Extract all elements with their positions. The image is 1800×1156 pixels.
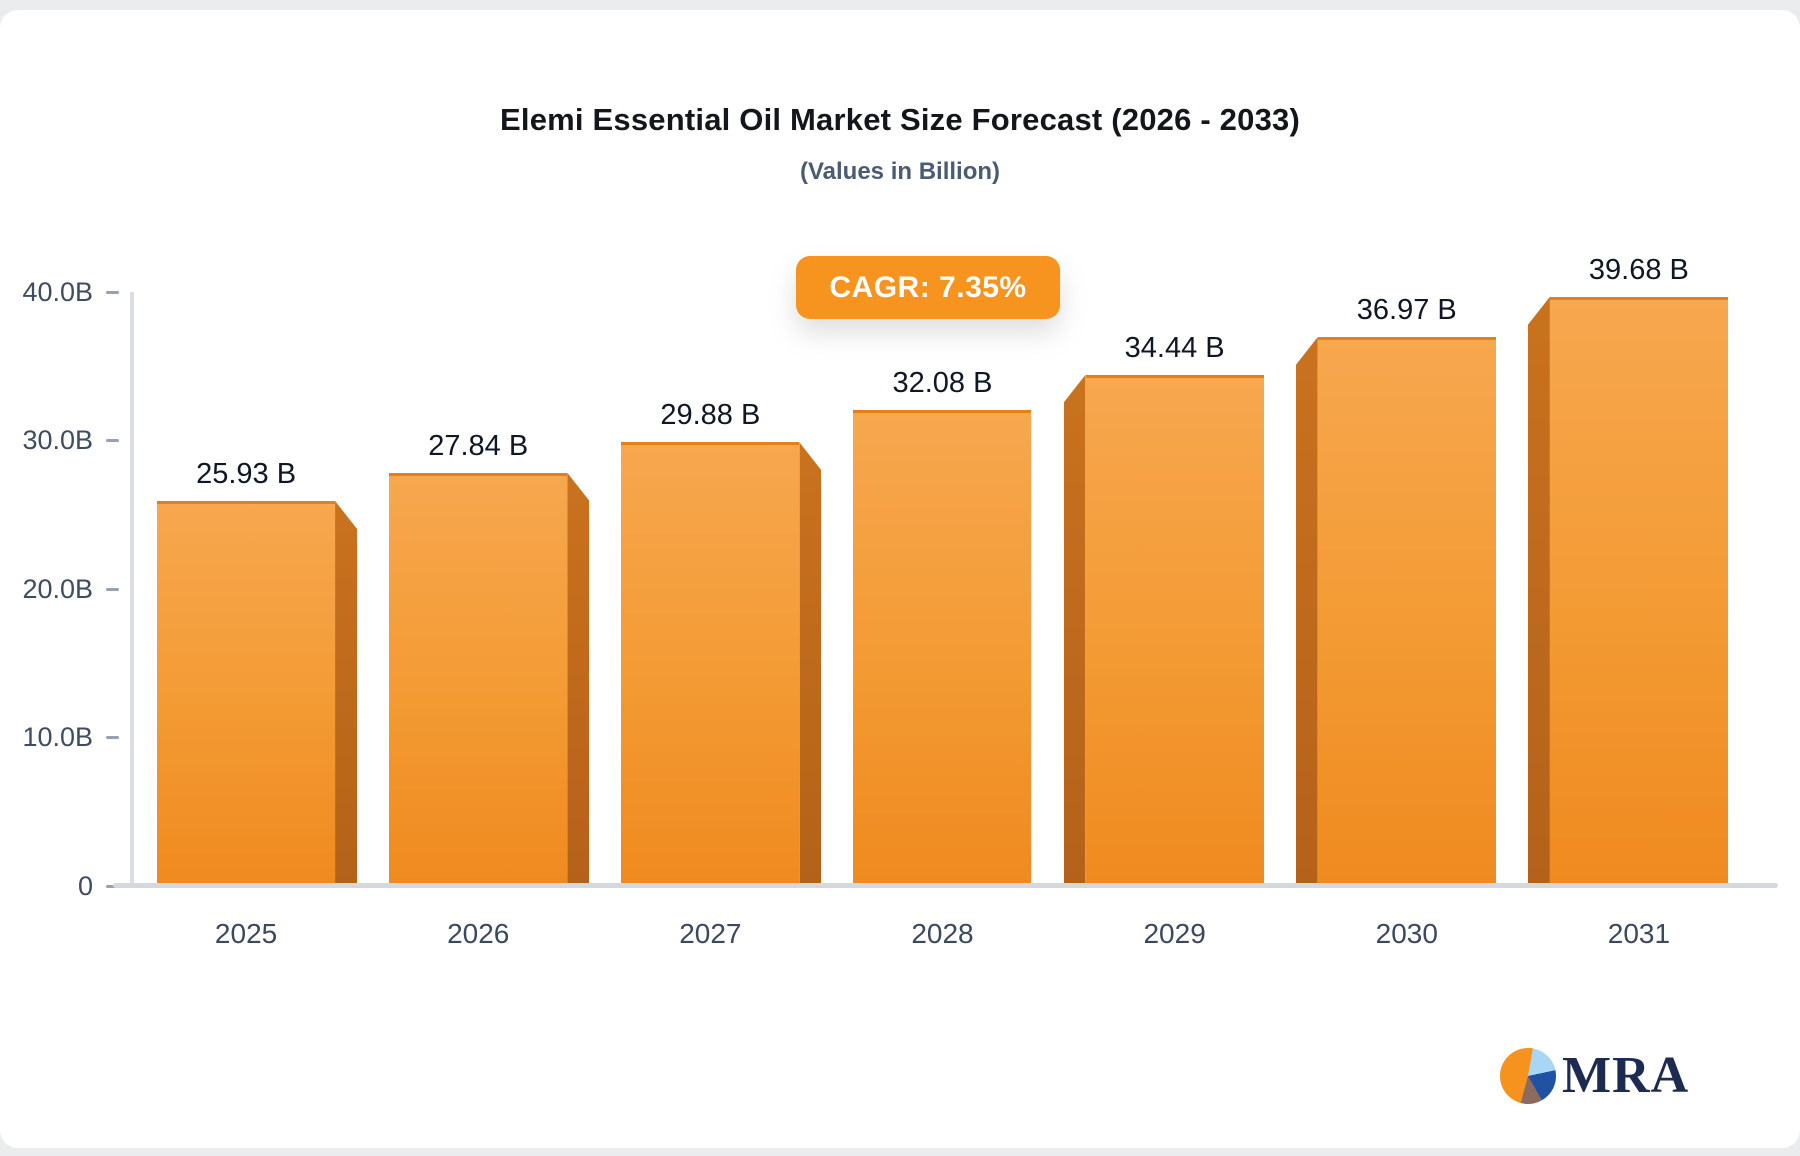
bar-value-label: 36.97 B xyxy=(1356,294,1457,326)
y-axis-tick-10: 10.0B xyxy=(22,722,122,752)
bar-slot: 34.44 B xyxy=(1059,292,1291,886)
bar-value-label: 29.88 B xyxy=(660,399,761,432)
bar-2028[interactable]: 32.08 B xyxy=(853,367,1032,886)
bar-value-label: 34.44 B xyxy=(1124,331,1225,364)
bar-2027[interactable]: 29.88 B xyxy=(621,399,822,886)
bar-value-label: 25.93 B xyxy=(196,457,297,490)
tick-mark-icon xyxy=(106,587,119,591)
bar-slot: 32.08 B xyxy=(826,292,1058,886)
y-axis-tick-0: 0 xyxy=(77,870,122,901)
bar-3d-side xyxy=(1295,337,1318,886)
bar-value-label: 39.68 B xyxy=(1588,253,1689,286)
tick-mark-icon xyxy=(106,290,119,294)
tick-mark-icon xyxy=(106,736,119,739)
cagr-badge-label: CAGR: 7.35% xyxy=(829,270,1027,304)
chart-subtitle: (Values in Billion) xyxy=(799,158,1001,185)
bar-slot: 27.84 B xyxy=(362,292,594,886)
x-axis-label: 2026 xyxy=(447,918,510,949)
bar-slot: 25.93 B xyxy=(130,292,362,886)
bar-slot: 39.68 B xyxy=(1523,254,1755,886)
bar-2031[interactable]: 39.68 B xyxy=(1527,254,1728,886)
bar-2025[interactable]: 25.93 B xyxy=(157,458,358,886)
bar-slot: 29.88 B xyxy=(594,292,826,886)
bar-3d-side xyxy=(567,472,590,886)
y-axis: 40.0B 30.0B 20.0B 10.0B 0 xyxy=(0,277,122,901)
bar-3d-side xyxy=(1063,374,1086,886)
chart-card: Elemi Essential Oil Market Size Forecast… xyxy=(0,10,1800,1148)
y-axis-tick-30: 30.0B xyxy=(22,425,122,455)
bar-value-label: 32.08 B xyxy=(892,366,993,399)
x-axis-label: 2025 xyxy=(214,918,278,949)
y-tick-label: 0 xyxy=(77,870,93,901)
bar-3d-side xyxy=(1527,296,1550,886)
bar-3d-side xyxy=(799,442,822,886)
y-tick-label: 40.0B xyxy=(22,276,93,307)
x-axis-line xyxy=(113,883,1778,888)
y-tick-label: 30.0B xyxy=(22,425,93,455)
bar-value-label: 27.84 B xyxy=(428,429,529,462)
bar-2026[interactable]: 27.84 B xyxy=(389,430,590,886)
x-axis-label: 2031 xyxy=(1607,918,1671,949)
bar-slot: 36.97 B xyxy=(1291,292,1523,886)
y-tick-label: 20.0B xyxy=(22,573,93,604)
bar-2029[interactable]: 34.44 B xyxy=(1063,332,1264,886)
y-axis-tick-20: 20.0B xyxy=(22,573,122,604)
y-tick-label: 10.0B xyxy=(22,722,93,752)
bar-3d-side xyxy=(335,500,358,886)
y-axis-line xyxy=(130,292,134,888)
cagr-badge: CAGR: 7.35% xyxy=(796,256,1060,319)
brand-logo-text: MRA xyxy=(1562,1047,1690,1104)
plot-area: 25.93 B 27.84 B 29.88 B 32.08 B 34.44 B 36.97… xyxy=(130,254,1755,886)
x-axis-label: 2030 xyxy=(1375,918,1438,949)
chart-title: Elemi Essential Oil Market Size Forecast… xyxy=(500,102,1300,137)
x-axis-label: 2029 xyxy=(1143,918,1206,949)
tick-mark-icon xyxy=(106,884,119,888)
pie-chart-icon xyxy=(1500,1048,1556,1104)
x-axis-label: 2027 xyxy=(679,918,742,949)
tick-mark-icon xyxy=(106,439,119,442)
x-axis-label: 2028 xyxy=(911,918,974,949)
brand-logo: MRA xyxy=(1500,1048,1689,1104)
x-axis-labels: 2025 2026 2027 2028 2029 2030 2031 xyxy=(130,918,1755,950)
y-axis-tick-40: 40.0B xyxy=(22,276,122,307)
bar-2030[interactable]: 36.97 B xyxy=(1295,294,1496,886)
